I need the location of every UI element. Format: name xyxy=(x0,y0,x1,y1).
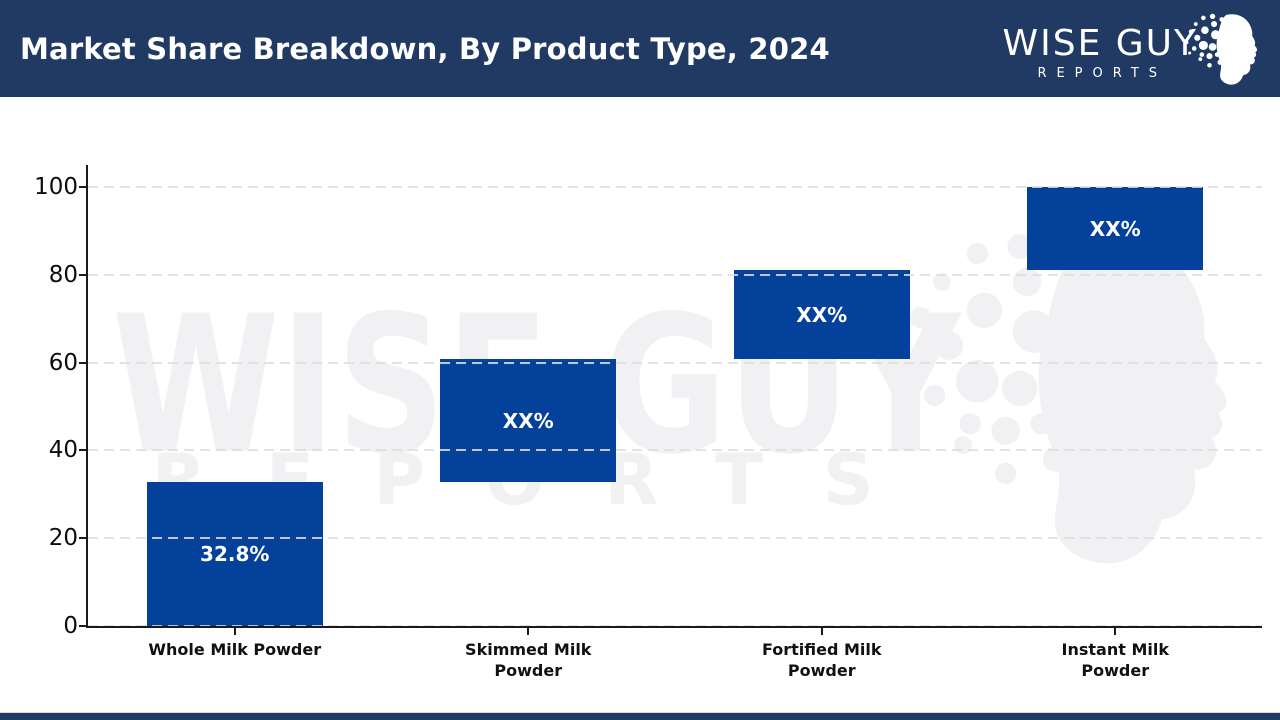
brand-logo: WISE GUY REPORTS xyxy=(1003,6,1267,94)
x-axis-label-line: Instant Milk xyxy=(1061,640,1169,659)
bar-skimmed-milk-powder: XX% xyxy=(440,359,617,482)
gridline xyxy=(88,449,1262,452)
x-axis-label-line: Fortified Milk xyxy=(761,640,882,659)
bar-value-label: XX% xyxy=(1089,216,1141,241)
chart-title: Market Share Breakdown, By Product Type,… xyxy=(20,31,830,66)
bar-value-label: XX% xyxy=(502,408,554,433)
footer-bar xyxy=(0,713,1280,720)
y-tick-mark xyxy=(79,449,88,452)
x-axis-label-line: Powder xyxy=(494,661,563,680)
x-tick-mark xyxy=(233,628,236,635)
y-tick-mark xyxy=(79,186,88,188)
x-tick-mark xyxy=(527,628,530,635)
x-axis-label-line: Powder xyxy=(1081,661,1150,680)
y-tick-mark xyxy=(79,273,88,276)
logo-wiseguy-text: WISE GUY xyxy=(1002,22,1198,64)
x-tick-mark xyxy=(1114,628,1117,635)
bar-instant-milk-powder: XX% xyxy=(1027,187,1204,271)
y-tick-label: 100 xyxy=(34,174,78,200)
x-axis-label: Fortified Milk Powder xyxy=(692,639,952,681)
header-bar: Market Share Breakdown, By Product Type,… xyxy=(0,0,1280,97)
gridline xyxy=(88,361,1262,364)
bar-fortified-milk-powder: XX% xyxy=(733,270,910,360)
y-tick-label: 20 xyxy=(48,525,78,552)
brand-logo-text: WISE GUY REPORTS xyxy=(1002,22,1199,81)
footer-divider xyxy=(0,712,1280,713)
watermark-head-icon xyxy=(890,234,1227,564)
gridline xyxy=(88,537,1262,540)
bar-value-label: 32.8% xyxy=(200,541,270,566)
x-axis-label: Instant Milk Powder xyxy=(985,639,1245,681)
dotted-head-icon xyxy=(1184,13,1258,85)
x-axis-label-line: Whole Milk Powder xyxy=(148,640,322,659)
x-tick-mark xyxy=(820,628,823,635)
x-axis-label-line: Skimmed Milk xyxy=(465,640,592,659)
x-axis-label-line: Powder xyxy=(787,661,856,680)
y-tick-label: 0 xyxy=(63,613,78,639)
x-axis-label: Skimmed Milk Powder xyxy=(398,639,658,681)
chart-area: WISE GUY REPORTS 02040608010032.8%Whole … xyxy=(0,97,1280,713)
y-tick-mark xyxy=(79,625,88,627)
y-tick-label: 40 xyxy=(48,437,78,464)
x-axis-line xyxy=(86,626,1262,628)
y-tick-label: 80 xyxy=(48,261,78,288)
y-tick-mark xyxy=(79,361,88,364)
bar-whole-milk-powder: 32.8% xyxy=(146,482,323,626)
x-axis-label: Whole Milk Powder xyxy=(105,639,365,660)
y-tick-mark xyxy=(79,537,88,540)
y-axis-line xyxy=(86,165,88,628)
bar-value-label: XX% xyxy=(796,302,848,327)
logo-reports-text: REPORTS xyxy=(1037,65,1168,81)
y-tick-label: 60 xyxy=(48,349,78,376)
gridline xyxy=(88,186,1262,188)
gridline xyxy=(88,273,1262,276)
